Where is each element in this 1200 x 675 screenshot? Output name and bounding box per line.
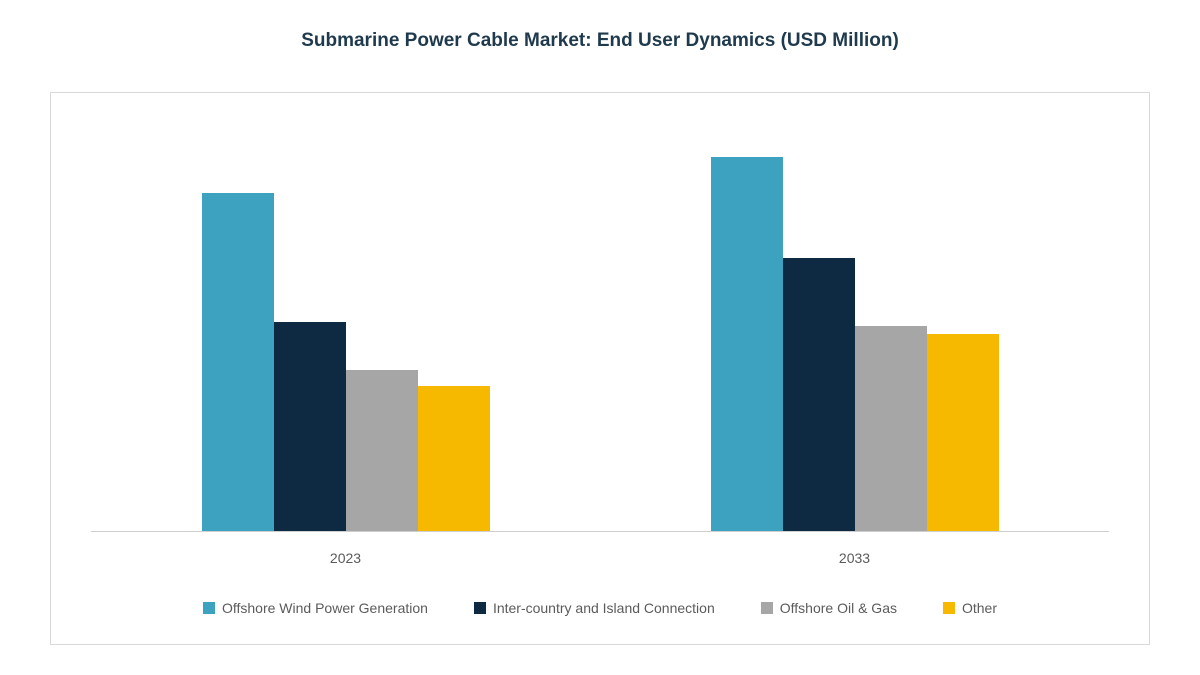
x-axis: 20232033 <box>91 550 1109 566</box>
legend-label: Other <box>962 600 997 616</box>
bar <box>927 334 999 531</box>
legend-item: Offshore Wind Power Generation <box>203 600 428 616</box>
bar-group <box>600 129 1109 531</box>
legend: Offshore Wind Power Generation Inter-coun… <box>91 600 1109 616</box>
legend-label: Offshore Oil & Gas <box>780 600 897 616</box>
bar <box>202 193 274 531</box>
chart-title: Submarine Power Cable Market: End User D… <box>50 30 1150 52</box>
bar <box>274 322 346 531</box>
page: Submarine Power Cable Market: End User D… <box>0 0 1200 675</box>
legend-swatch <box>761 602 773 614</box>
legend-item: Other <box>943 600 997 616</box>
x-axis-label: 2023 <box>91 550 600 566</box>
bar <box>711 157 783 531</box>
bar <box>346 370 418 531</box>
legend-item: Offshore Oil & Gas <box>761 600 897 616</box>
legend-label: Offshore Wind Power Generation <box>222 600 428 616</box>
bar <box>855 326 927 531</box>
legend-item: Inter-country and Island Connection <box>474 600 715 616</box>
x-axis-label: 2033 <box>600 550 1109 566</box>
chart-frame: 20232033 Offshore Wind Power Generation I… <box>50 92 1150 645</box>
legend-label: Inter-country and Island Connection <box>493 600 715 616</box>
bar <box>418 386 490 531</box>
plot-area <box>91 129 1109 532</box>
legend-swatch <box>203 602 215 614</box>
bar <box>783 258 855 531</box>
legend-swatch <box>474 602 486 614</box>
bar-group <box>91 129 600 531</box>
legend-swatch <box>943 602 955 614</box>
